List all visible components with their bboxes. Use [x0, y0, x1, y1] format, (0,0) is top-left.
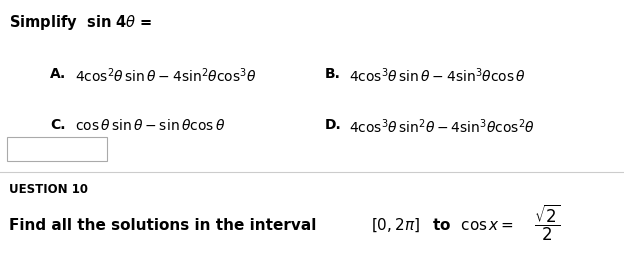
Text: UESTION 10: UESTION 10 [9, 183, 89, 196]
Text: $\cos\theta\,\sin\theta - \sin\theta\cos\theta$: $\cos\theta\,\sin\theta - \sin\theta\cos… [75, 118, 225, 133]
FancyBboxPatch shape [7, 137, 107, 161]
Text: $4\cos^{2}\!\theta\,\sin\theta - 4\sin^{2}\!\theta\cos^{3}\!\theta$: $4\cos^{2}\!\theta\,\sin\theta - 4\sin^{… [75, 67, 256, 85]
Text: C.: C. [50, 118, 66, 132]
Text: Find all the solutions in the interval: Find all the solutions in the interval [9, 218, 322, 233]
Text: $[0, 2\pi]$: $[0, 2\pi]$ [371, 217, 421, 234]
Text: $\mathbf{Simplify}$  sin 4$\theta$ =: $\mathbf{Simplify}$ sin 4$\theta$ = [9, 13, 153, 32]
Text: to  $\cos x =$: to $\cos x =$ [427, 217, 514, 233]
Text: D.: D. [324, 118, 341, 132]
Text: A.: A. [50, 67, 66, 81]
Text: $4\cos^{3}\!\theta\,\sin^{2}\!\theta - 4\sin^{3}\!\theta\cos^{2}\!\theta$: $4\cos^{3}\!\theta\,\sin^{2}\!\theta - 4… [349, 118, 535, 136]
Text: $\dfrac{\sqrt{2}}{2}$: $\dfrac{\sqrt{2}}{2}$ [534, 202, 560, 243]
Text: B.: B. [324, 67, 340, 81]
Text: $4\cos^{3}\!\theta\,\sin\theta - 4\sin^{3}\!\theta\cos\theta$: $4\cos^{3}\!\theta\,\sin\theta - 4\sin^{… [349, 67, 527, 85]
